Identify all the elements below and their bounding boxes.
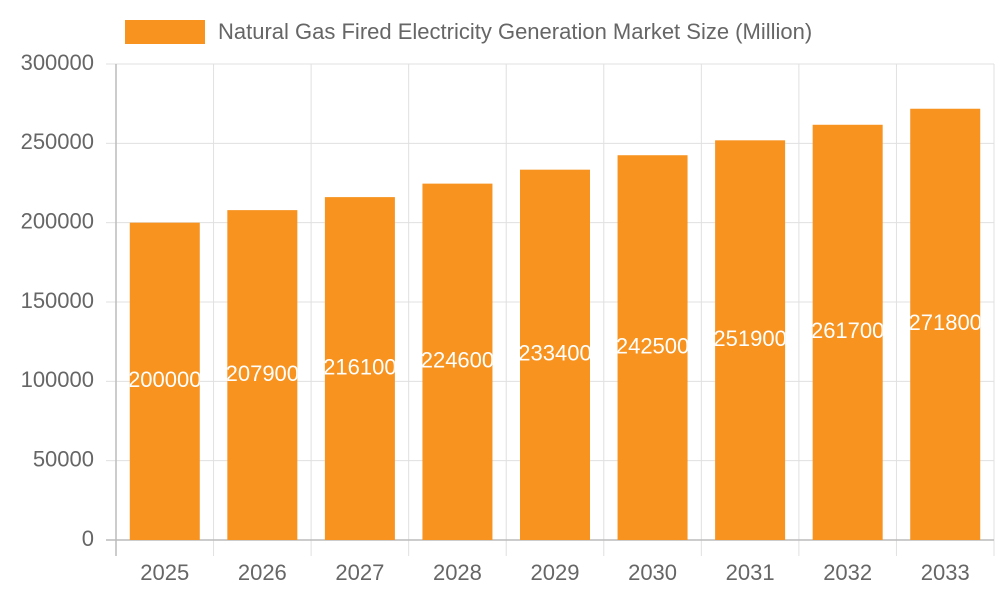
- x-tick-label: 2029: [531, 560, 580, 585]
- x-tick-label: 2027: [335, 560, 384, 585]
- x-tick-label: 2032: [823, 560, 872, 585]
- x-tick-label: 2031: [726, 560, 775, 585]
- x-tick-label: 2033: [921, 560, 970, 585]
- y-tick-label: 200000: [21, 208, 94, 233]
- bar: [910, 108, 981, 540]
- bar: [422, 183, 493, 540]
- y-tick-label: 0: [82, 526, 94, 551]
- bar: [129, 222, 200, 540]
- legend-label: Natural Gas Fired Electricity Generation…: [218, 19, 812, 44]
- bar: [617, 155, 688, 540]
- data-label: 261700: [811, 318, 884, 343]
- y-tick-label: 300000: [21, 50, 94, 75]
- data-label: 216100: [323, 354, 396, 379]
- y-tick-label: 150000: [21, 288, 94, 313]
- bar: [520, 169, 590, 540]
- x-tick-label: 2030: [628, 560, 677, 585]
- bar: [227, 210, 298, 540]
- legend-swatch: [125, 20, 205, 44]
- data-label: 251900: [713, 326, 786, 351]
- bar: [715, 140, 786, 540]
- x-tick-label: 2028: [433, 560, 482, 585]
- bar: [324, 197, 395, 540]
- data-label: 207900: [226, 361, 299, 386]
- bar: [812, 124, 883, 540]
- data-label: 271800: [909, 310, 982, 335]
- x-tick-label: 2026: [238, 560, 287, 585]
- data-label: 242500: [616, 333, 689, 358]
- y-tick-label: 250000: [21, 129, 94, 154]
- y-tick-label: 100000: [21, 367, 94, 392]
- x-tick-label: 2025: [140, 560, 189, 585]
- y-tick-label: 50000: [33, 446, 94, 471]
- data-label: 233400: [518, 341, 591, 366]
- data-label: 200000: [128, 367, 201, 392]
- data-label: 224600: [421, 348, 494, 373]
